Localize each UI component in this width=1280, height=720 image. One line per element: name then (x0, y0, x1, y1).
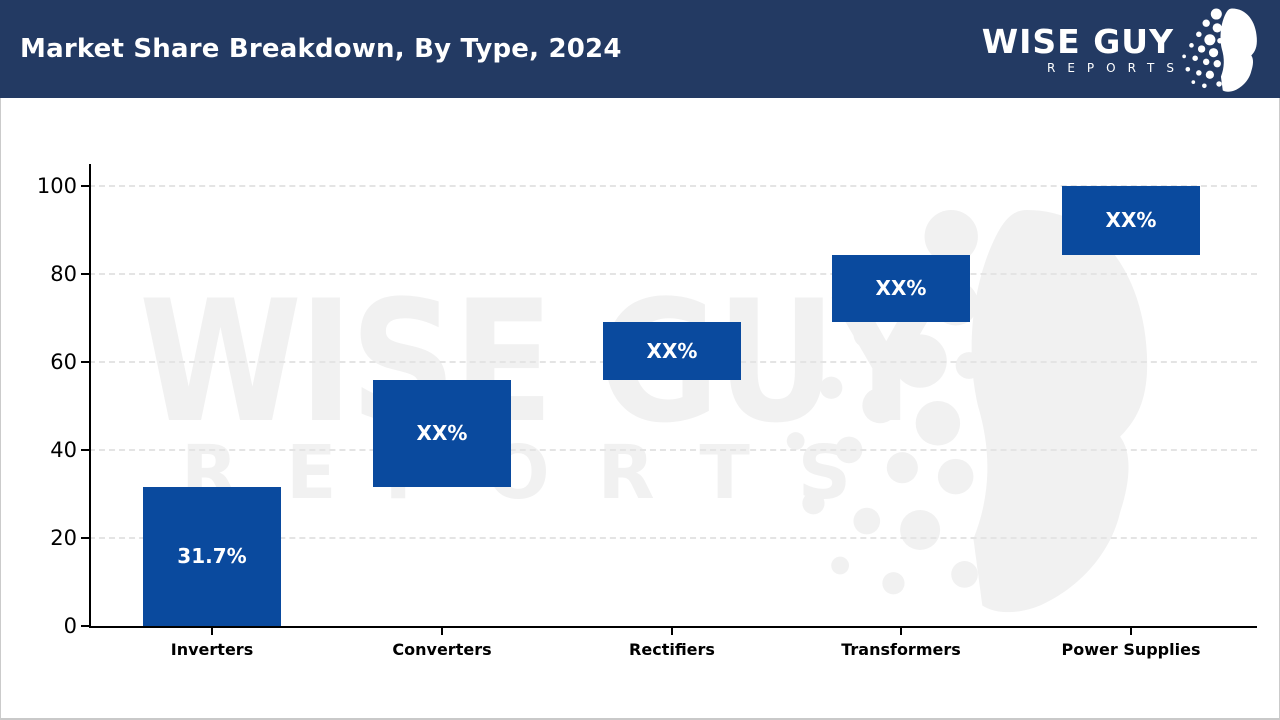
bar-value-label-inverters: 31.7% (177, 544, 247, 569)
ytick-mark-80 (81, 273, 89, 275)
bar-value-label-transformers: XX% (875, 276, 927, 301)
xtick-mark-converters (441, 628, 443, 635)
ytick-label-80: 80 (50, 262, 77, 286)
bar-converters: XX% (373, 380, 511, 487)
xtick-label-converters: Converters (392, 640, 492, 659)
ytick-mark-0 (81, 625, 89, 627)
ytick-mark-40 (81, 449, 89, 451)
ytick-label-60: 60 (50, 350, 77, 374)
watermark-subtitle: REPORTS (181, 430, 900, 516)
ytick-mark-20 (81, 537, 89, 539)
logo-wordmark: WISE GUY (981, 21, 1174, 61)
xtick-label-inverters: Inverters (170, 640, 254, 659)
ytick-label-0: 0 (63, 614, 77, 638)
page-title: Market Share Breakdown, By Type, 2024 (20, 34, 622, 64)
bar-transformers: XX% (832, 254, 970, 322)
bar-value-label-power-supplies: XX% (1105, 208, 1157, 233)
y-axis-line (89, 164, 91, 628)
xtick-mark-rectifiers (671, 628, 673, 635)
xtick-mark-inverters (211, 628, 213, 635)
gridline-40 (89, 449, 1257, 451)
xtick-label-transformers: Transformers (841, 640, 961, 659)
xtick-mark-transformers (900, 628, 902, 635)
ytick-label-100: 100 (36, 174, 77, 198)
ytick-mark-60 (81, 361, 89, 363)
chart-section: WISE GUY REPORTS 0 20 40 60 80 100 31.7% Invert… (0, 98, 1280, 720)
gridline-100 (89, 185, 1257, 187)
gridline-80 (89, 273, 1257, 275)
bar-inverters: 31.7% (143, 486, 281, 626)
xtick-label-power-supplies: Power Supplies (1061, 640, 1201, 659)
bar-value-label-converters: XX% (416, 421, 468, 446)
gridline-20 (89, 537, 1257, 539)
wiseguy-head-icon (1182, 8, 1257, 92)
ytick-label-20: 20 (50, 526, 77, 550)
ytick-label-40: 40 (50, 438, 77, 462)
wiseguy-logo: WISE GUY REPORTS (982, 3, 1264, 95)
xtick-label-rectifiers: Rectifiers (629, 640, 715, 659)
bar-rectifiers: XX% (603, 321, 741, 381)
wiseguy-logo-text: WISE GUY REPORTS (982, 25, 1174, 74)
header-bar: Market Share Breakdown, By Type, 2024 WI… (0, 0, 1280, 98)
ytick-mark-100 (81, 185, 89, 187)
logo-subtitle: REPORTS (1046, 60, 1186, 75)
bar-value-label-rectifiers: XX% (646, 338, 698, 363)
x-axis-line (89, 626, 1257, 628)
bar-power-supplies: XX% (1062, 186, 1200, 255)
xtick-mark-power-supplies (1130, 628, 1132, 635)
plot-area: 0 20 40 60 80 100 31.7% Inverters XX% Converters X… (1, 98, 1279, 718)
